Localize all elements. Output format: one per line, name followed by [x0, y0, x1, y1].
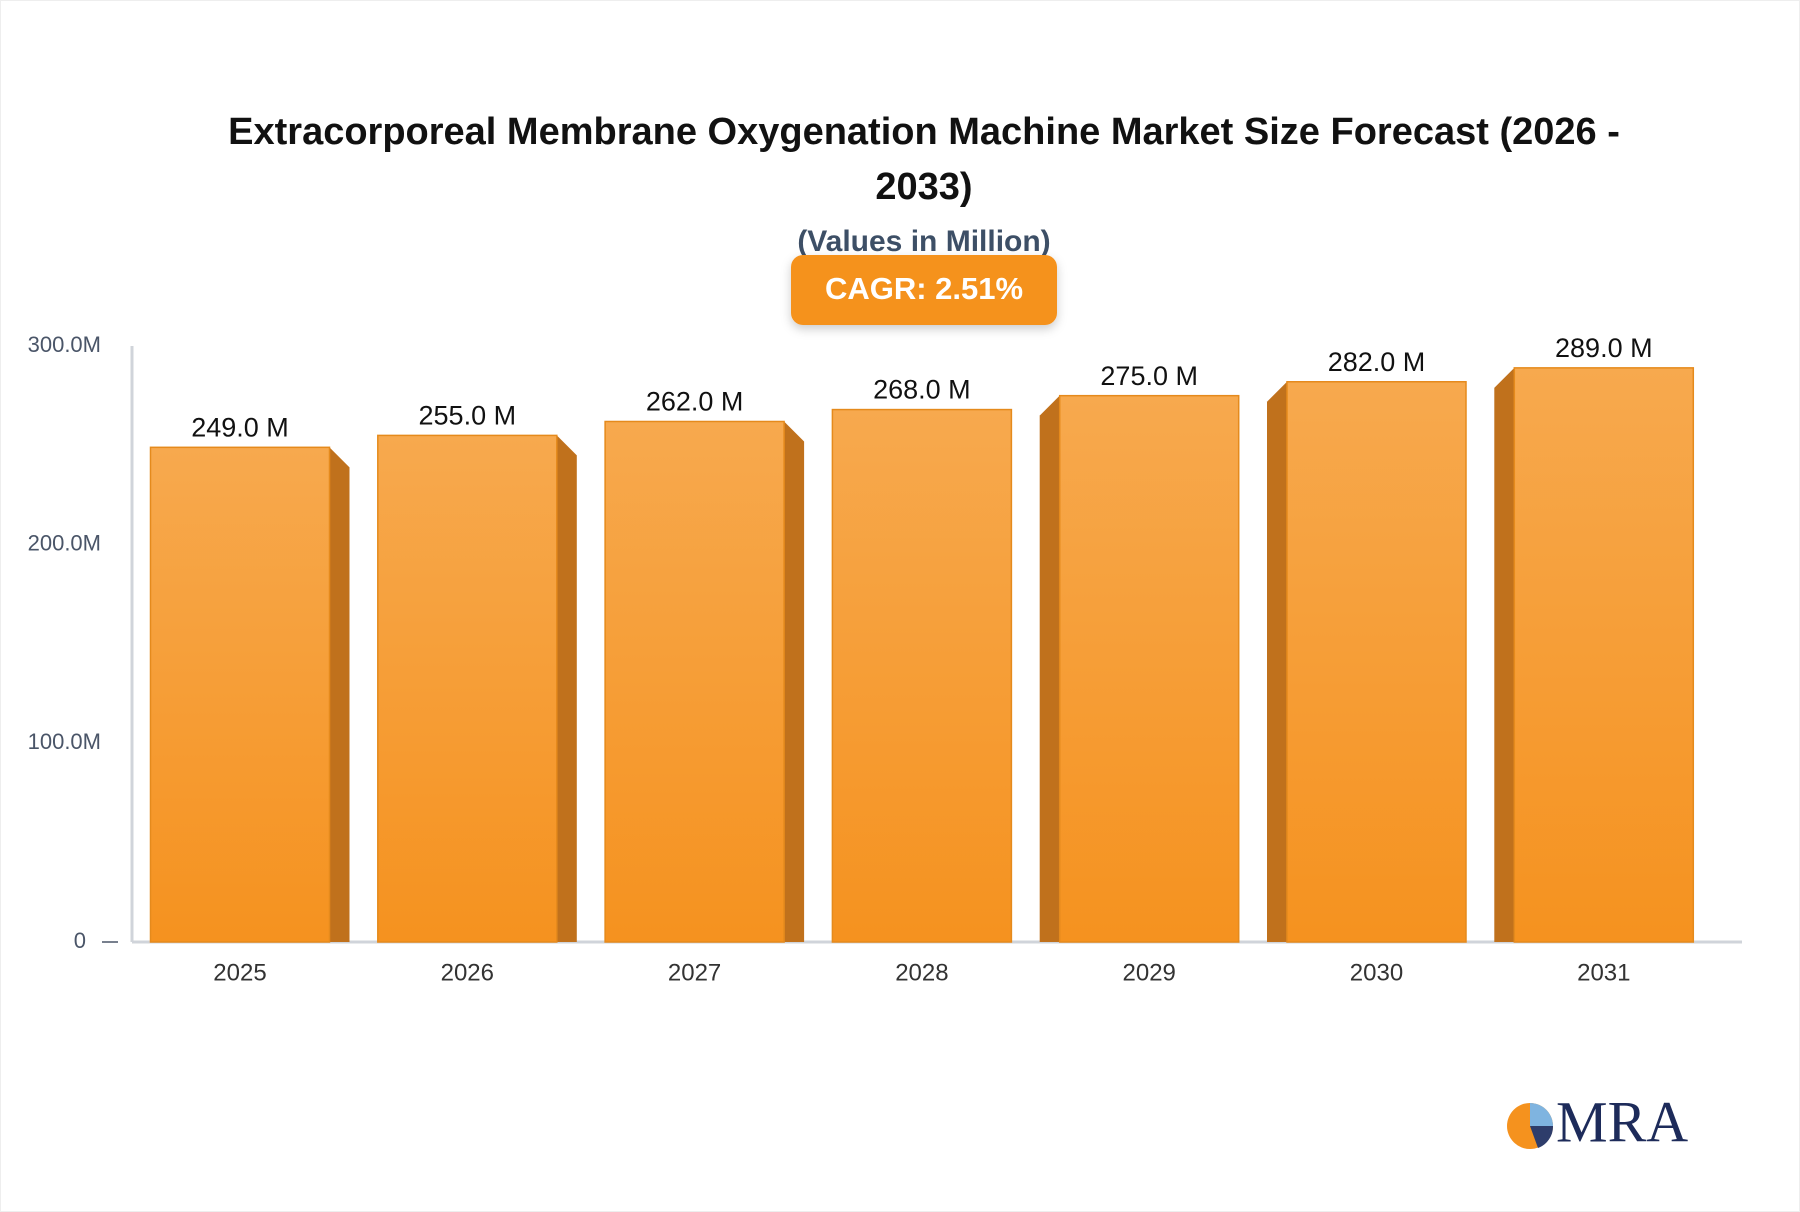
data-label: 282.0 M	[1328, 347, 1426, 377]
y-tick-label: 200.0M	[28, 530, 101, 555]
bar-side	[1039, 395, 1060, 943]
data-label: 249.0 M	[191, 412, 289, 442]
bar	[1058, 394, 1240, 943]
data-label: 289.0 M	[1555, 333, 1653, 363]
logo: MRA	[1507, 1089, 1688, 1154]
bar	[149, 446, 331, 943]
bar-side	[784, 421, 805, 942]
x-tick-label: 2029	[1123, 959, 1176, 986]
x-tick-label: 2030	[1350, 959, 1403, 986]
data-label: 262.0 M	[646, 387, 744, 417]
x-tick-label: 2031	[1577, 959, 1630, 986]
data-label: 255.0 M	[419, 401, 517, 431]
x-tick-label: 2027	[668, 959, 721, 986]
x-tick-label: 2026	[441, 959, 494, 986]
y-tick-label: 300.0M	[28, 332, 101, 357]
bar	[377, 434, 558, 943]
x-tick-label: 2025	[213, 959, 266, 986]
data-label: 275.0 M	[1100, 361, 1198, 391]
bar	[604, 420, 785, 943]
logo-icon	[1530, 1103, 1553, 1126]
x-tick-label: 2028	[895, 959, 948, 986]
logo-icon	[1530, 1126, 1554, 1148]
cagr-badge	[791, 255, 1057, 325]
y-tick-label: 100.0M	[28, 729, 101, 754]
bar-side	[1267, 381, 1287, 942]
bar	[831, 408, 1013, 943]
cagr-label: CAGR: 2.51%	[825, 271, 1023, 306]
bar-side	[329, 447, 350, 942]
bar	[1513, 367, 1695, 943]
data-label: 268.0 M	[873, 375, 971, 405]
chart-title: Extracorporeal Membrane Oxygenation Mach…	[228, 111, 1620, 208]
y-tick-label: 0	[74, 928, 86, 953]
bar-side	[1494, 367, 1515, 942]
bar-side	[556, 435, 577, 942]
bar	[1286, 381, 1467, 943]
logo-text: MRA	[1556, 1089, 1688, 1154]
chart-subtitle: (Values in Million)	[797, 225, 1050, 258]
